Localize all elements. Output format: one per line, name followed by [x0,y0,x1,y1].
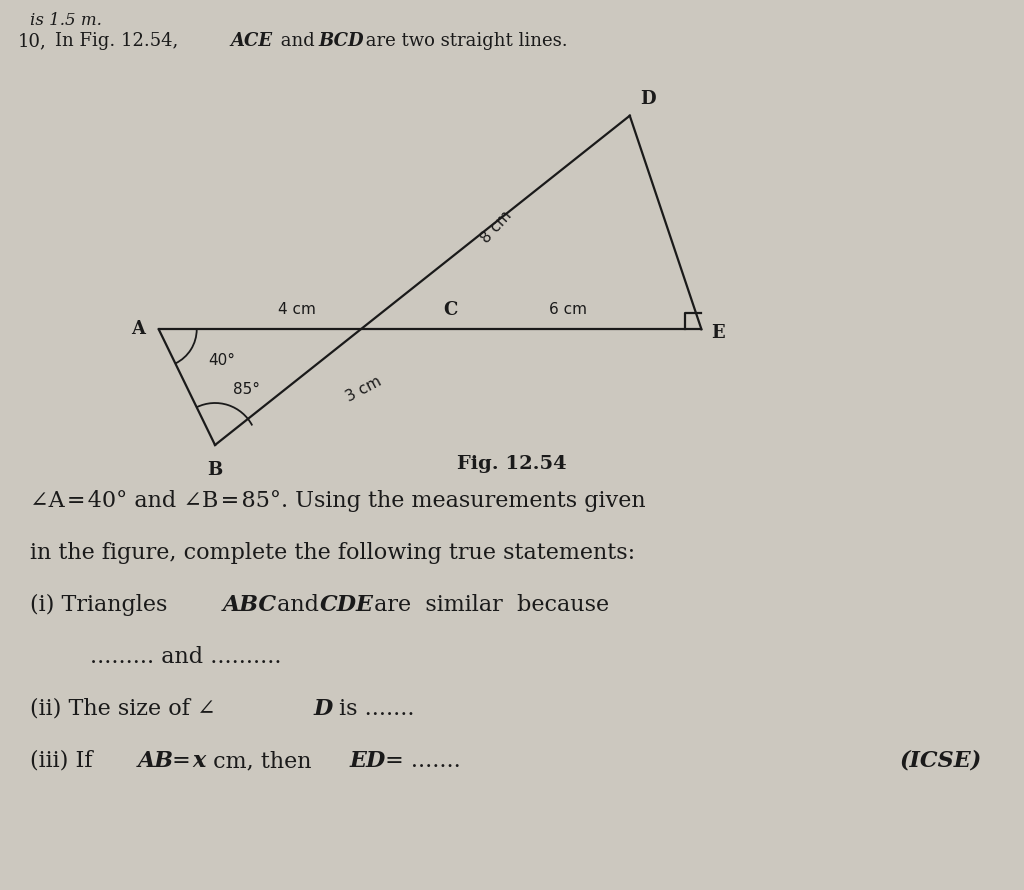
Text: 85°: 85° [233,383,260,398]
Text: In Fig. 12.54,: In Fig. 12.54, [55,32,184,50]
Text: A: A [131,320,144,338]
Text: =: = [165,750,198,772]
Text: (ICSE): (ICSE) [900,750,982,772]
Text: is 1.5 m.: is 1.5 m. [30,12,101,29]
Text: Fig. 12.54: Fig. 12.54 [457,455,567,473]
Text: E: E [712,324,725,343]
Text: are two straight lines.: are two straight lines. [360,32,567,50]
Text: ED: ED [350,750,386,772]
Text: AB: AB [138,750,174,772]
Text: and: and [275,32,321,50]
Text: in the figure, complete the following true statements:: in the figure, complete the following tr… [30,542,635,564]
Text: 3 cm: 3 cm [343,374,384,404]
Text: cm, then: cm, then [206,750,318,772]
Text: ABC: ABC [223,594,278,616]
Text: ......... and ..........: ......... and .......... [90,646,282,668]
Text: CDE: CDE [319,594,374,616]
Text: are  similar  because: are similar because [367,594,609,616]
Text: = .......: = ....... [378,750,461,772]
Text: is .......: is ....... [332,698,415,720]
Text: BCD: BCD [318,32,364,50]
Text: (iii) If: (iii) If [30,750,99,772]
Text: (i) Triangles: (i) Triangles [30,594,174,616]
Text: (ii) The size of ∠: (ii) The size of ∠ [30,698,216,720]
Text: 8 cm: 8 cm [478,208,514,247]
Text: C: C [443,302,458,320]
Text: x: x [193,750,205,772]
Text: D: D [314,698,333,720]
Text: 40°: 40° [208,352,234,368]
Text: D: D [640,90,655,108]
Text: 10,: 10, [18,32,47,50]
Text: 4 cm: 4 cm [279,303,315,318]
Text: 6 cm: 6 cm [549,303,588,318]
Text: ACE: ACE [230,32,272,50]
Text: B: B [208,461,222,479]
Text: and: and [270,594,326,616]
Text: ∠A = 40° and ∠B = 85°. Using the measurements given: ∠A = 40° and ∠B = 85°. Using the measure… [30,490,645,512]
